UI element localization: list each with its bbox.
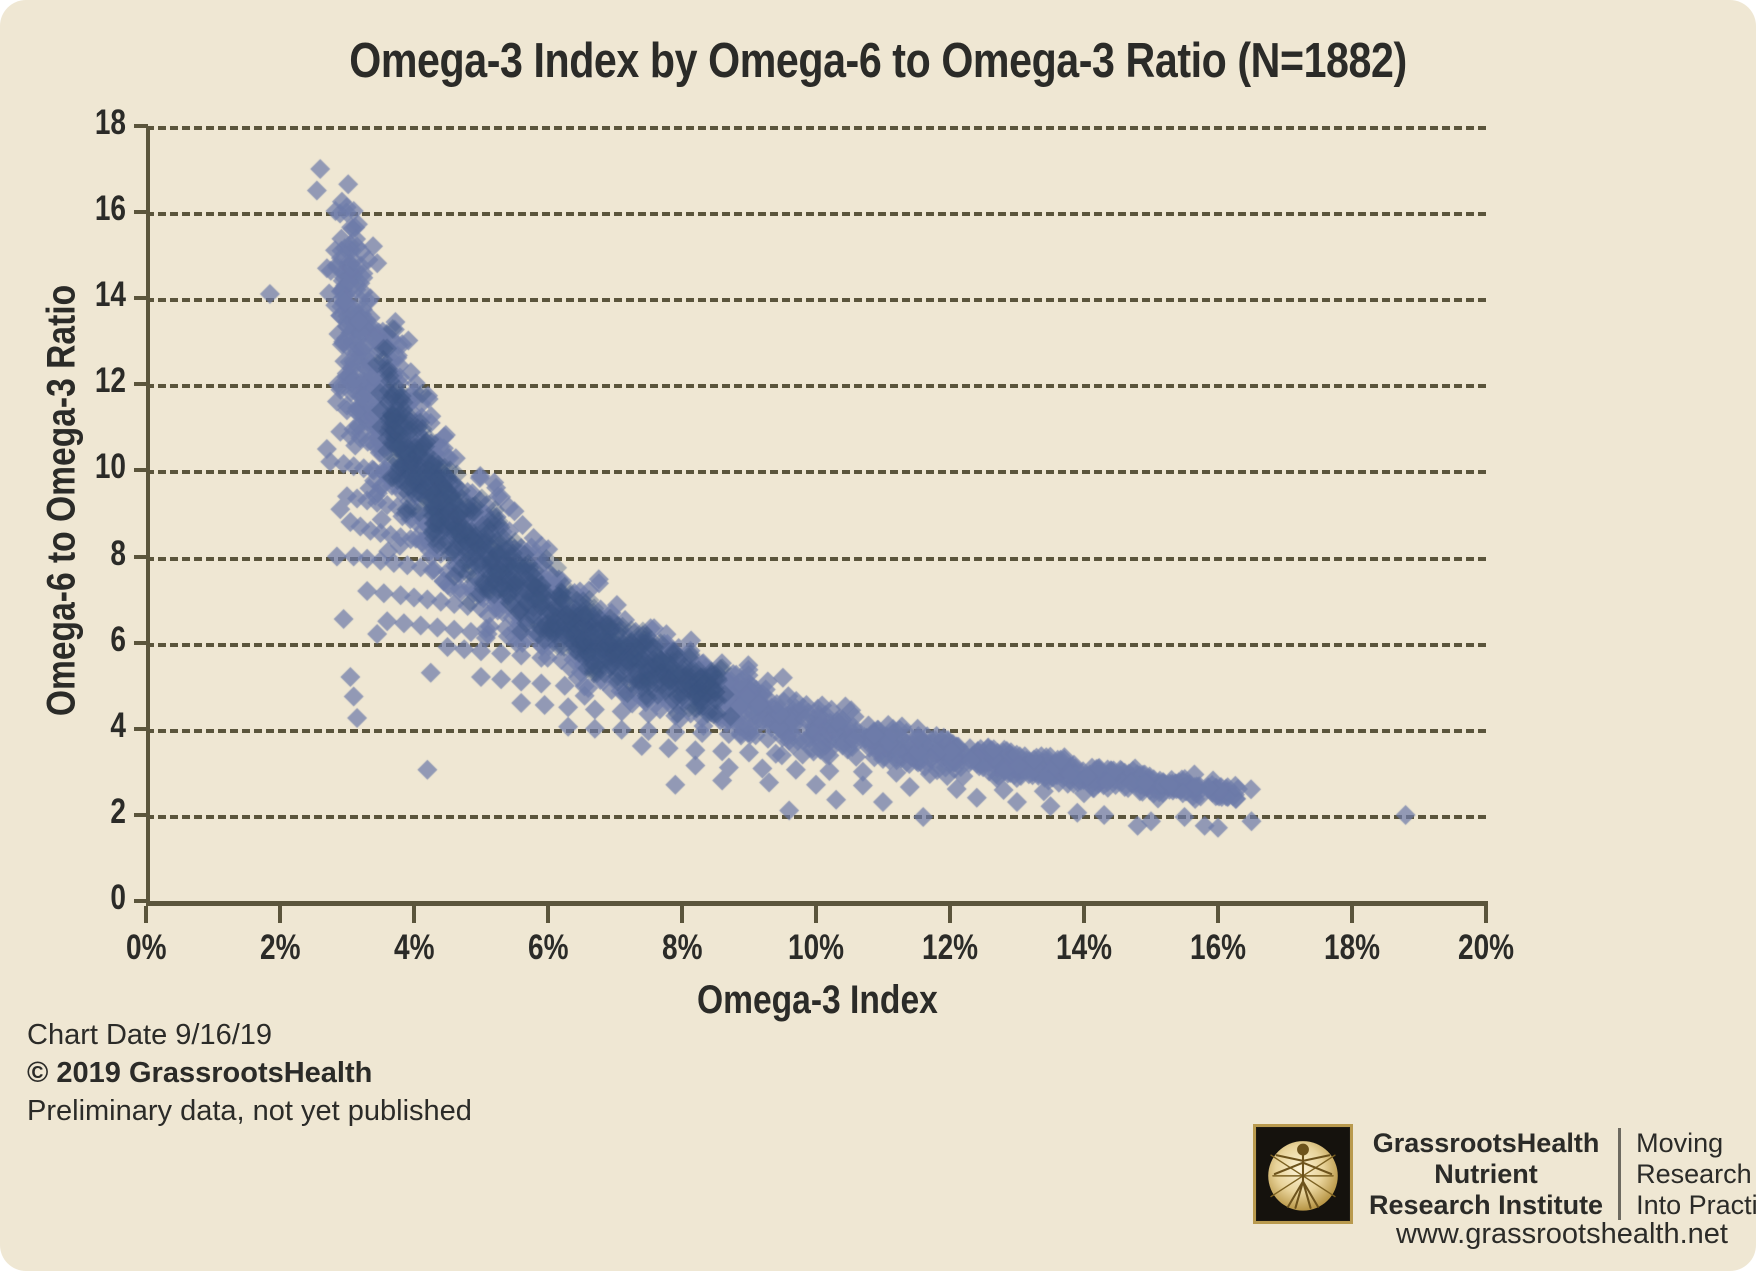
logo-tagline-line3: Into Practice [1636, 1189, 1756, 1220]
y-tick-label-14: 14 [94, 275, 126, 315]
x-tick-label-8%: 8% [661, 928, 703, 967]
y-tick-label-12: 12 [94, 361, 126, 401]
x-axis-line [146, 901, 1488, 906]
x-tick-8 [680, 906, 684, 923]
x-tick-label-16%: 16% [1189, 928, 1247, 967]
y-tick-10 [134, 468, 148, 473]
y-tick-2 [134, 812, 148, 817]
page-title: Omega-3 Index by Omega-6 to Omega-3 Rati… [349, 34, 1407, 88]
x-tick-16 [1216, 906, 1220, 923]
logo-tagline-line1: Moving [1636, 1127, 1724, 1158]
y-tick-label-4: 4 [110, 705, 126, 745]
scatter-plot-canvas [146, 126, 1486, 901]
x-tick-6 [546, 906, 550, 923]
logo-name-line3: Research Institute [1369, 1189, 1604, 1220]
x-tick-label-10%: 10% [787, 928, 845, 967]
y-tick-label-0: 0 [110, 878, 126, 917]
logo-name-line2: Nutrient [1434, 1158, 1538, 1189]
x-tick-label-14%: 14% [1055, 928, 1113, 967]
x-axis-title-text: Omega-3 Index [696, 978, 938, 1022]
logo-divider [1618, 1128, 1622, 1220]
x-axis-title: Omega-3 Index [146, 978, 1488, 1023]
x-tick-label-12%: 12% [921, 928, 979, 967]
y-tick-label-8: 8 [110, 533, 126, 573]
x-tick-label-18%: 18% [1323, 928, 1381, 967]
copyright-notice: © 2019 GrassrootsHealth [27, 1057, 373, 1089]
x-tick-label-2%: 2% [259, 928, 301, 967]
x-tick-20 [1484, 906, 1488, 923]
logo-tagline: Moving Research Into Practice [1636, 1128, 1756, 1221]
y-tick-label-6: 6 [110, 619, 126, 659]
chart-date: Chart Date 9/16/19 [27, 1019, 273, 1051]
y-tick-label-2: 2 [110, 791, 126, 831]
website-url: www.grassrootshealth.net [1395, 1218, 1728, 1250]
y-tick-8 [134, 554, 148, 559]
y-tick-12 [134, 382, 148, 387]
y-tick-label-18: 18 [94, 103, 126, 142]
plot-area [146, 126, 1486, 901]
vitruvian-man-icon [1253, 1124, 1353, 1224]
vitruvian-man-svg [1256, 1127, 1350, 1221]
y-tick-4 [134, 726, 148, 731]
logo-name-line1: GrassrootsHealth [1372, 1127, 1600, 1158]
x-tick-10 [814, 906, 818, 923]
y-tick-14 [134, 296, 148, 301]
logo-text-block: GrassrootsHealth Nutrient Research Insti… [1369, 1128, 1756, 1221]
disclaimer-note: Preliminary data, not yet published [27, 1095, 472, 1127]
logo-tagline-line2: Research [1636, 1158, 1752, 1189]
grassrootshealth-logo: GrassrootsHealth Nutrient Research Insti… [1253, 1124, 1756, 1224]
x-tick-label-20%: 20% [1457, 928, 1515, 967]
logo-organization-name: GrassrootsHealth Nutrient Research Insti… [1369, 1128, 1603, 1221]
x-tick-label-4%: 4% [393, 928, 435, 967]
x-tick-label-6%: 6% [527, 928, 569, 967]
y-tick-16 [134, 210, 148, 215]
x-tick-2 [278, 906, 282, 923]
x-tick-18 [1350, 906, 1354, 923]
x-tick-12 [948, 906, 952, 923]
y-axis-title: Omega-6 to Omega-3 Ratio [39, 284, 84, 717]
y-tick-0 [134, 899, 148, 903]
x-tick-label-0%: 0% [125, 928, 167, 967]
y-axis-line [146, 126, 150, 905]
y-tick-label-16: 16 [94, 189, 126, 229]
footer-notes: Chart Date 9/16/19 © 2019 GrassrootsHeal… [27, 1016, 472, 1130]
y-tick-18 [134, 124, 148, 128]
x-tick-0 [144, 906, 148, 923]
y-tick-6 [134, 640, 148, 645]
y-tick-label-10: 10 [94, 447, 126, 487]
x-tick-4 [412, 906, 416, 923]
x-tick-14 [1082, 906, 1086, 923]
